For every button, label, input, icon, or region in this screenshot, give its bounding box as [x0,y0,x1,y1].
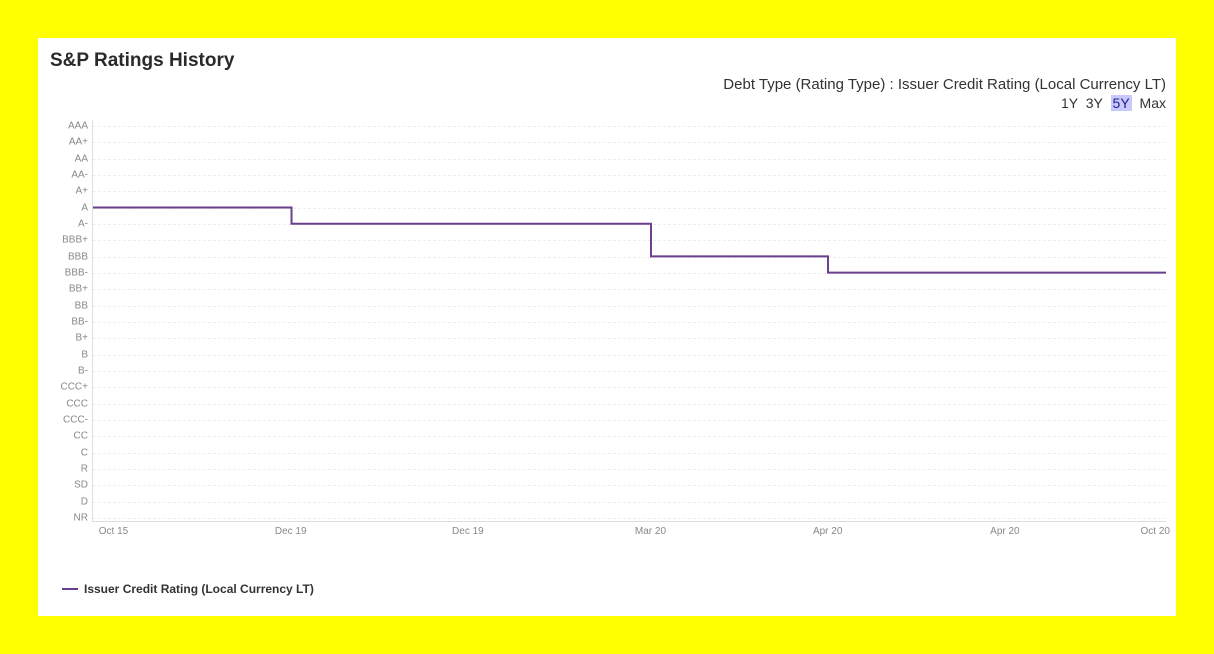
x-tick: Apr 20 [813,526,842,537]
y-tick: SD [74,480,88,491]
y-tick: AA- [71,170,88,181]
y-tick: CCC- [63,415,88,426]
y-tick: AA [75,153,88,164]
chart-line-svg [93,120,1166,521]
x-axis: Oct 15Dec 19Dec 19Mar 20Apr 20Apr 20Oct … [92,522,1166,542]
legend-label: Issuer Credit Rating (Local Currency LT) [84,582,314,596]
page-title: S&P Ratings History [50,50,234,72]
debt-type-value: Issuer Credit Rating (Local Currency LT) [898,76,1166,93]
y-tick: B- [78,366,88,377]
y-tick: BB- [71,317,88,328]
x-tick: Oct 20 [1141,526,1170,537]
time-range-selector: 1Y 3Y 5Y Max [1057,95,1166,111]
time-range-option-3y[interactable]: 3Y [1086,95,1103,111]
y-tick: A+ [75,186,88,197]
y-tick: CCC [66,398,88,409]
y-tick: CC [74,431,88,442]
y-tick: B+ [75,333,88,344]
y-tick: BBB+ [62,235,88,246]
time-range-option-max[interactable]: Max [1140,95,1166,111]
time-range-option-5y[interactable]: 5Y [1111,95,1132,111]
debt-type-label: Debt Type (Rating Type) : Issuer Credit … [723,76,1166,93]
y-tick: BBB- [65,268,88,279]
y-tick: C [81,447,88,458]
y-tick: A [81,202,88,213]
x-tick: Apr 20 [990,526,1019,537]
time-range-option-1y[interactable]: 1Y [1061,95,1078,111]
x-tick: Dec 19 [275,526,307,537]
y-tick: NR [74,513,88,524]
x-tick: Dec 19 [452,526,484,537]
page-root: S&P Ratings History Debt Type (Rating Ty… [0,0,1214,654]
plot-area [92,120,1166,522]
y-axis: AAAAA+AAAA-A+AA-BBB+BBBBBB-BB+BBBB-B+BB-… [50,120,92,522]
y-tick: AAA [68,121,88,132]
chart-container: AAAAA+AAAA-A+AA-BBB+BBBBBB-BB+BBBB-B+BB-… [50,120,1166,542]
legend-swatch [62,588,78,590]
y-tick: BB [75,300,88,311]
y-tick: CCC+ [60,382,88,393]
x-tick: Mar 20 [635,526,666,537]
y-tick: B [81,349,88,360]
x-tick: Oct 15 [99,526,128,537]
chart-legend: Issuer Credit Rating (Local Currency LT) [62,582,314,596]
debt-type-prefix: Debt Type (Rating Type) : [723,76,898,93]
y-tick: D [81,496,88,507]
y-tick: AA+ [69,137,88,148]
y-tick: BB+ [69,284,88,295]
y-tick: R [81,464,88,475]
y-tick: BBB [68,251,88,262]
y-tick: A- [78,219,88,230]
series-line [93,207,1166,272]
